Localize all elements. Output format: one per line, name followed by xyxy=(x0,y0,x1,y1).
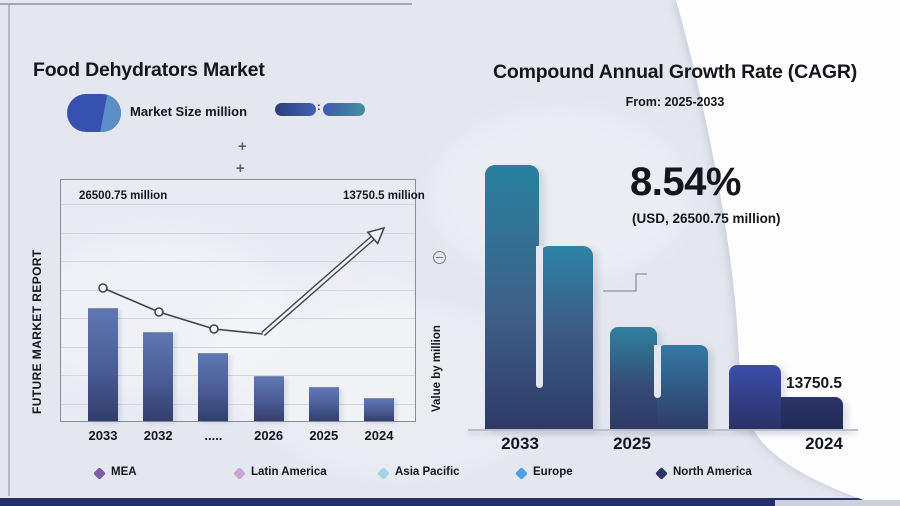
cagr-bar-2033-b xyxy=(539,246,593,430)
ratio-colon: : xyxy=(317,101,321,113)
gridline xyxy=(61,261,415,262)
cagr-subtitle: From: 2025-2033 xyxy=(625,95,725,109)
trend-line-arrow xyxy=(98,226,386,337)
legend-label-latin-america: Latin America xyxy=(251,466,327,478)
cagr-note: (USD, 26500.75 million) xyxy=(632,211,781,226)
market-size-icon xyxy=(67,94,121,132)
end-value-annotation: 13750.5 million xyxy=(343,190,425,202)
market-size-icon-highlight xyxy=(99,94,121,132)
cagr-bar-2033-a xyxy=(485,165,539,430)
page-title: Food Dehydrators Market xyxy=(33,59,265,81)
market-bar-2033 xyxy=(88,308,118,421)
x-label-2033: 2033 xyxy=(88,428,118,443)
plus-mark-icon: + xyxy=(236,160,245,177)
gridline xyxy=(61,375,415,376)
bar-gap-notch xyxy=(536,246,543,388)
cagr-x-label-2033: 2033 xyxy=(501,434,539,453)
legend-label-asia-pacific: Asia Pacific xyxy=(395,466,460,478)
frame-left-border xyxy=(8,4,10,496)
start-value-annotation: 26500.75 million xyxy=(79,190,168,202)
gridline xyxy=(61,318,415,319)
x-label-2025: 2025 xyxy=(309,428,339,443)
cagr-bar-2024-a xyxy=(729,365,781,430)
market-bar-2024 xyxy=(364,398,394,421)
market-size-label: Market Size million xyxy=(130,104,248,119)
x-label-.....: ..... xyxy=(204,428,223,443)
gridline xyxy=(61,290,415,291)
legend-label-europe: Europe xyxy=(533,466,573,478)
circled-minus-icon xyxy=(433,251,446,264)
side-watermark: FUTURE MARKET REPORT xyxy=(30,249,44,414)
value-callout: 13750.5 xyxy=(786,375,843,392)
cagr-x-label-2025: 2025 xyxy=(613,434,651,453)
gridline xyxy=(61,204,415,205)
cagr-bar-2025-b xyxy=(657,345,708,430)
cagr-value: 8.54% xyxy=(630,160,741,204)
cagr-bar-2025-a xyxy=(610,327,657,430)
gridline xyxy=(61,404,415,405)
x-label-2026: 2026 xyxy=(254,428,284,443)
value-axis-label: Value by million xyxy=(431,325,443,412)
market-bar-..... xyxy=(198,353,229,421)
bottom-accent-strip xyxy=(0,498,900,506)
bottom-strip-light xyxy=(775,500,900,506)
cagr-title: Compound Annual Growth Rate (CAGR) xyxy=(492,61,858,83)
market-bar-2025 xyxy=(308,387,339,421)
ratio-pill-navy xyxy=(275,103,316,116)
plus-mark-icon: + xyxy=(238,138,247,155)
x-axis-line xyxy=(468,429,858,431)
x-label-2032: 2032 xyxy=(143,428,173,443)
legend-label-north-america: North America xyxy=(673,466,752,478)
gridline xyxy=(61,233,415,234)
legend-label-mea: MEA xyxy=(111,466,137,478)
bar-gap-notch xyxy=(654,345,661,398)
market-size-chart: 26500.75 million 13750.5 million 2033 203… xyxy=(60,179,425,443)
cagr-bar-2024-b xyxy=(781,397,843,430)
ratio-pill-teal xyxy=(323,103,365,116)
step-bracket-mark xyxy=(603,273,647,292)
x-label-2024: 2024 xyxy=(364,428,394,443)
market-bar-2032 xyxy=(143,332,174,421)
market-bar-2026 xyxy=(253,376,284,421)
frame-top-border xyxy=(0,3,412,5)
cagr-x-label-2024: 2024 xyxy=(805,434,843,453)
gridline xyxy=(61,347,415,348)
